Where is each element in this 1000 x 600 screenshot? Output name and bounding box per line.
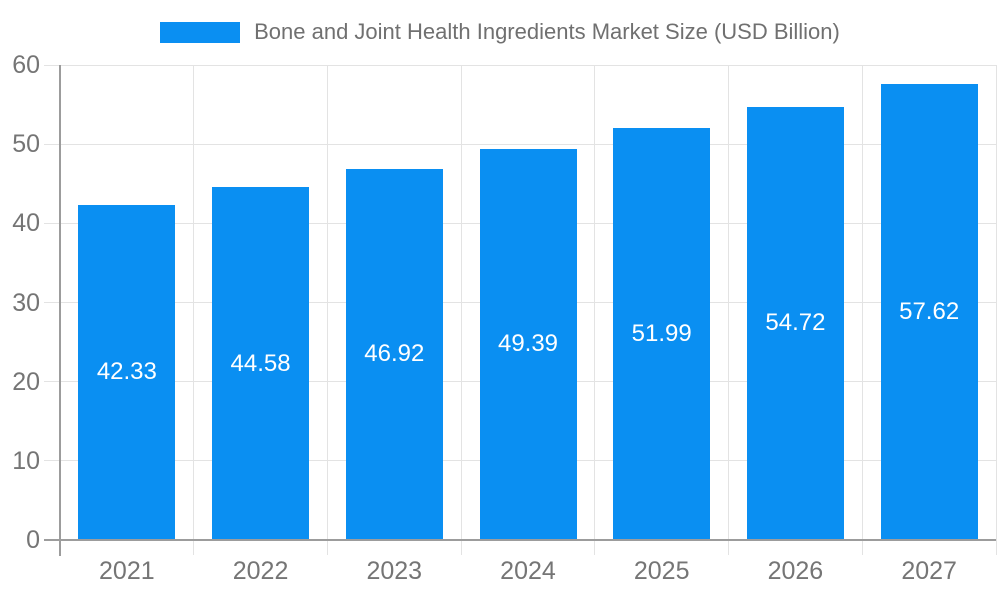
bar [78,204,176,540]
y-tick-label: 40 [12,209,40,238]
v-gridline [594,65,596,555]
v-gridline [995,65,997,555]
bar-value-label: 44.58 [230,349,291,377]
x-tick-label: 2025 [633,557,690,585]
v-gridline [728,65,730,555]
bar-value-label: 51.99 [631,320,692,348]
h-gridline [44,143,996,145]
x-tick-label: 2024 [500,557,556,585]
bar-value-label: 57.62 [899,297,960,325]
y-tick-label: 20 [12,367,40,396]
v-gridline [861,65,863,555]
bar-value-label: 49.39 [497,330,559,358]
y-tick-label: 60 [12,51,40,79]
chart-legend: Bone and Joint Health Ingredients Market… [0,18,1000,46]
bar-value-label: 46.92 [364,340,425,368]
v-gridline [326,65,328,555]
bar-value-label: 42.33 [96,358,157,386]
bar-value-label: 54.72 [765,309,826,337]
x-tick-label: 2023 [366,557,423,585]
v-gridline [193,65,195,555]
y-axis-line [59,65,61,556]
y-tick-label: 30 [12,288,40,317]
v-gridline [460,65,462,555]
bar [613,128,711,540]
x-tick-label: 2022 [232,557,289,585]
y-tick-label: 0 [26,526,40,554]
y-tick-label: 50 [12,130,40,159]
bar [479,148,577,540]
bar [746,106,844,540]
x-tick-label: 2027 [901,557,957,585]
x-tick-label: 2026 [767,557,824,585]
legend-swatch [160,21,241,43]
bar [880,83,978,540]
y-tick-label: 10 [12,446,40,475]
h-gridline [44,64,996,66]
bar [345,168,443,540]
x-axis-line [44,538,996,541]
x-tick-label: 2021 [99,557,155,585]
bar [212,187,310,540]
chart-title: Bone and Joint Health Ingredients Market… [254,19,840,44]
